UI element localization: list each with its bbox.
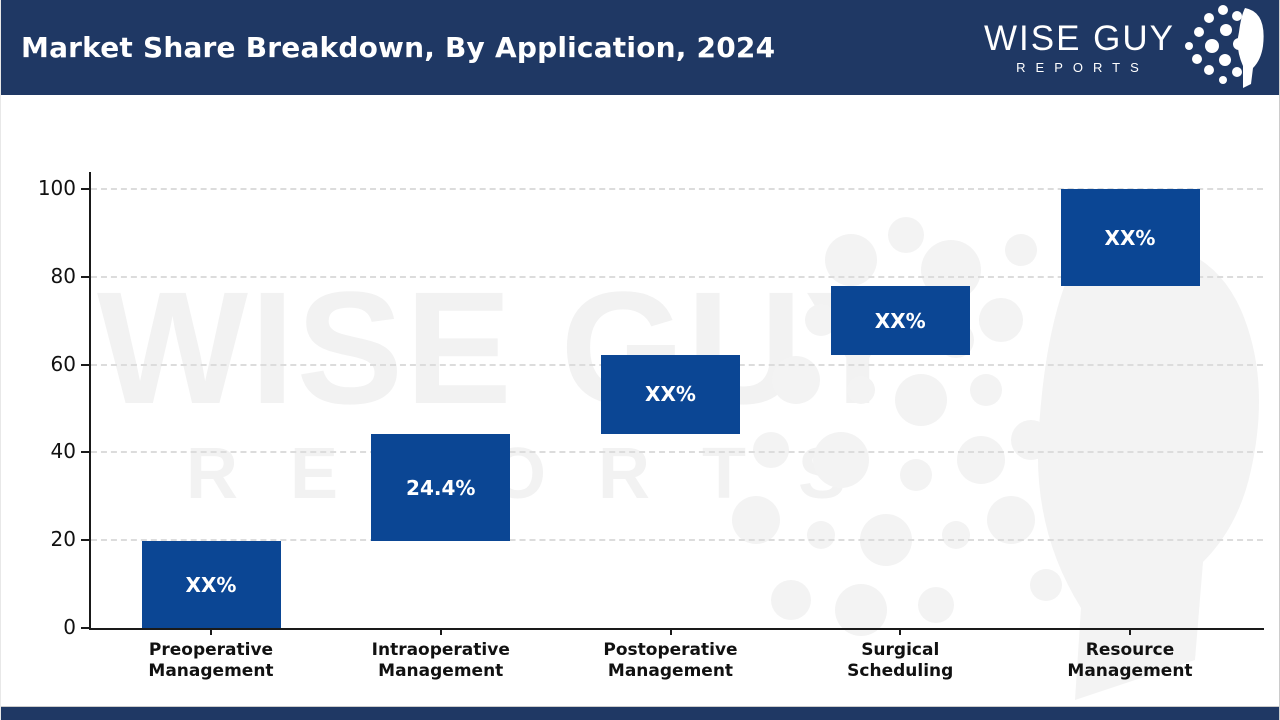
y-axis-tick-label: 40 (50, 439, 76, 464)
y-axis-tick (81, 451, 89, 454)
x-axis-category-line: Resource (1085, 640, 1175, 660)
y-axis-tick (81, 188, 89, 190)
x-axis-category-line: Postoperative (603, 640, 738, 660)
y-axis-tick (81, 363, 89, 366)
bar-value-label: XX% (874, 308, 926, 333)
x-axis-tick (899, 628, 902, 635)
x-axis-category-line: Management (378, 661, 504, 681)
x-axis-category-label: Resource Management (1015, 640, 1245, 682)
x-axis-category-line: Surgical (861, 640, 940, 660)
wise-guy-logo: WISE GUY REPORTS (984, 2, 1265, 94)
gridline (91, 188, 1263, 190)
x-axis-category-line: Preoperative (148, 640, 274, 660)
x-axis-category-line: Intraoperative (371, 640, 510, 660)
gridline (91, 539, 1263, 542)
x-axis-tick (669, 628, 672, 635)
logo-text: WISE GUY REPORTS (984, 21, 1175, 75)
watermark-subtitle: REPORTS (186, 434, 899, 514)
bar-segment: XX% (141, 541, 281, 628)
y-axis-tick (81, 275, 89, 278)
y-axis-tick-label: 100 (37, 176, 76, 200)
logo-head-icon (1179, 2, 1265, 94)
y-axis-tick-label: 0 (63, 615, 76, 639)
x-axis-category-label: Surgical Scheduling (785, 640, 1015, 682)
y-axis-tick (81, 627, 89, 629)
bar-segment: 24.4% (371, 433, 511, 542)
x-axis-category-line: Management (607, 661, 734, 681)
x-axis-category-line: Scheduling (847, 661, 954, 681)
footer-bar (1, 707, 1279, 720)
y-axis-line (89, 172, 91, 630)
y-axis-tick-label: 20 (50, 527, 76, 552)
x-axis-tick (439, 628, 442, 635)
x-axis-category-line: Management (148, 661, 274, 681)
logo-subtitle: REPORTS (1016, 59, 1149, 75)
bar-segment: XX% (830, 286, 970, 355)
x-axis-category-label: Preoperative Management (96, 640, 326, 682)
page-title: Market Share Breakdown, By Application, … (21, 31, 776, 64)
header: Market Share Breakdown, By Application, … (1, 0, 1279, 95)
x-axis-line (89, 628, 1264, 630)
x-axis-category-label: Intraoperative Management (326, 640, 556, 682)
gridline (91, 451, 1263, 454)
watermark-wordmark: WISE GUY (97, 258, 914, 437)
x-axis-category-label: Postoperative Management (556, 640, 786, 682)
bar-value-label: XX% (645, 382, 696, 407)
logo-wordmark: WISE GUY (983, 18, 1175, 58)
x-axis-tick (210, 628, 212, 635)
bar-value-label: XX% (185, 572, 237, 597)
x-axis-category-line: Management (1067, 661, 1193, 681)
gridline (91, 275, 1263, 278)
x-axis-tick (1129, 628, 1131, 635)
footer-divider (1, 706, 1279, 707)
y-axis-tick (81, 539, 89, 542)
y-axis-tick-label: 80 (50, 263, 76, 288)
bar-segment: XX% (601, 354, 740, 434)
bar-value-label: XX% (1104, 225, 1156, 250)
bar-segment: XX% (1060, 189, 1200, 287)
y-axis-tick-label: 60 (50, 351, 76, 376)
bar-value-label: 24.4% (406, 475, 476, 500)
